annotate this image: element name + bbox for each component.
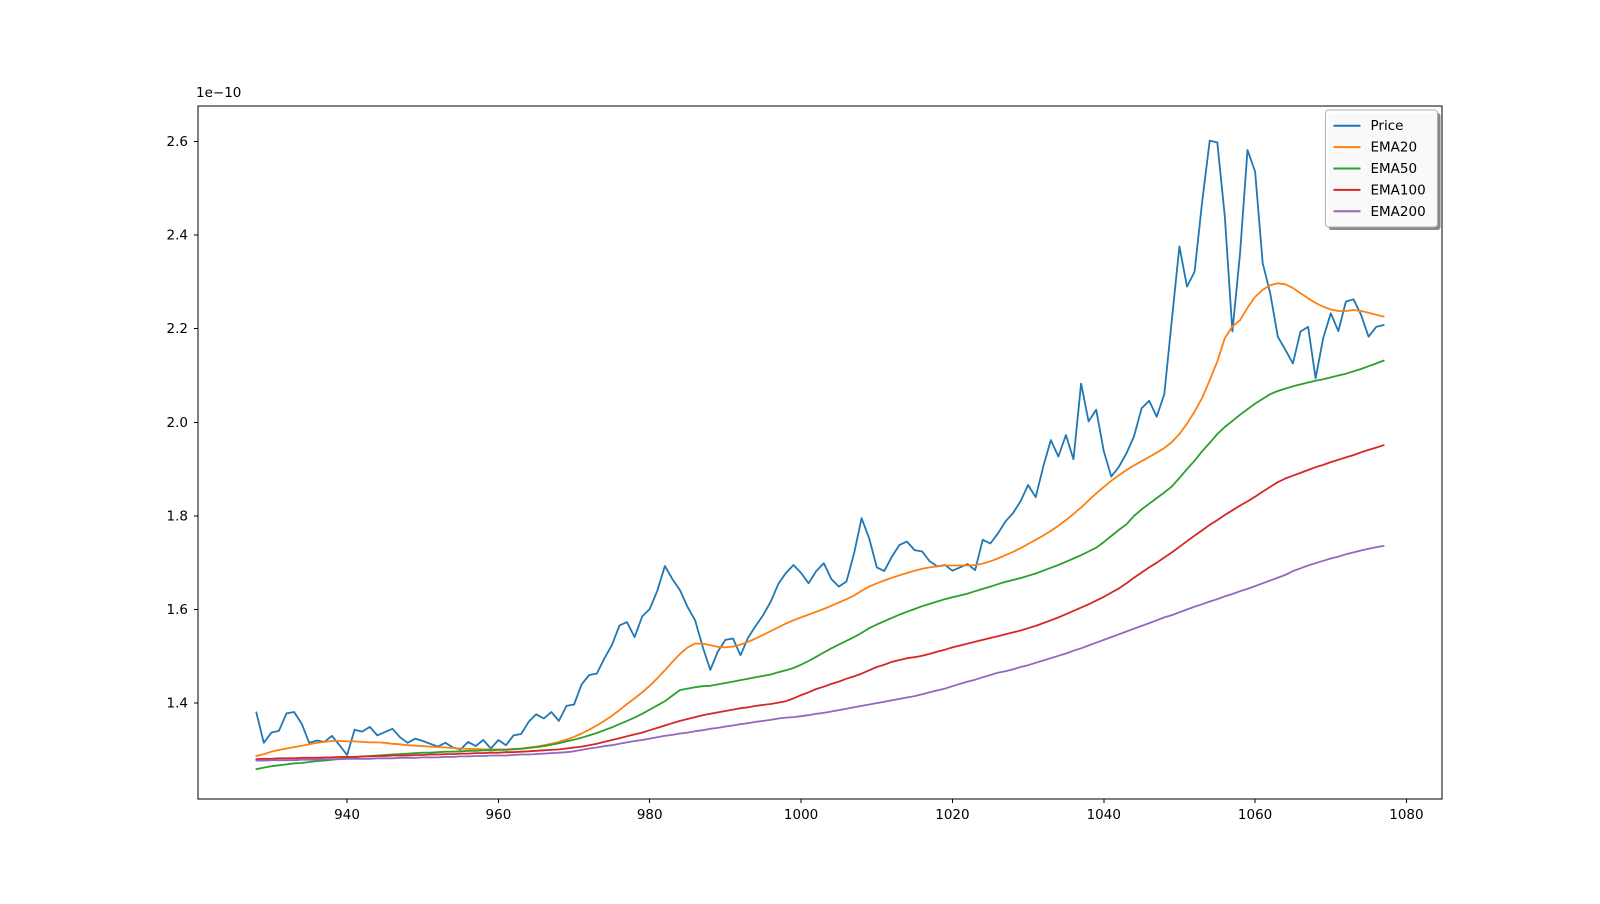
y-tick-label: 2.4	[167, 228, 188, 244]
x-tick-label: 980	[637, 807, 663, 823]
price-line	[255, 139, 1385, 756]
x-tick-label: 1080	[1389, 807, 1423, 823]
ema50-line	[255, 359, 1385, 770]
ema200-line	[255, 545, 1385, 762]
legend-box	[1325, 109, 1438, 228]
x-tick-label: 940	[334, 807, 360, 823]
y-tick-label: 2.0	[167, 415, 188, 431]
y-tick-label: 2.6	[167, 134, 188, 150]
x-tick-label: 960	[486, 807, 512, 823]
legend-label-ema50: EMA50	[1371, 161, 1418, 177]
y-tick-label: 1.8	[167, 508, 188, 524]
y-tick-label: 2.2	[167, 321, 188, 337]
x-tick-label: 1020	[935, 807, 969, 823]
legend-label-ema20: EMA20	[1371, 140, 1418, 156]
legend-label-ema100: EMA100	[1371, 182, 1426, 198]
plot-border	[197, 105, 1443, 800]
y-tick-label: 1.6	[167, 602, 188, 618]
legend: Price EMA20 EMA50 EMA100 EMA200	[1325, 109, 1441, 230]
x-tick-label: 1000	[784, 807, 818, 823]
ema20-line	[255, 282, 1385, 757]
y-axis-offset-label: 1e−10	[196, 85, 241, 101]
y-tick-label: 1.4	[167, 696, 188, 712]
x-tick-label: 1060	[1238, 807, 1272, 823]
legend-label-price: Price	[1371, 118, 1404, 134]
ema100-line	[255, 444, 1385, 761]
legend-label-ema200: EMA200	[1371, 204, 1426, 220]
x-tick-label: 1040	[1087, 807, 1121, 823]
